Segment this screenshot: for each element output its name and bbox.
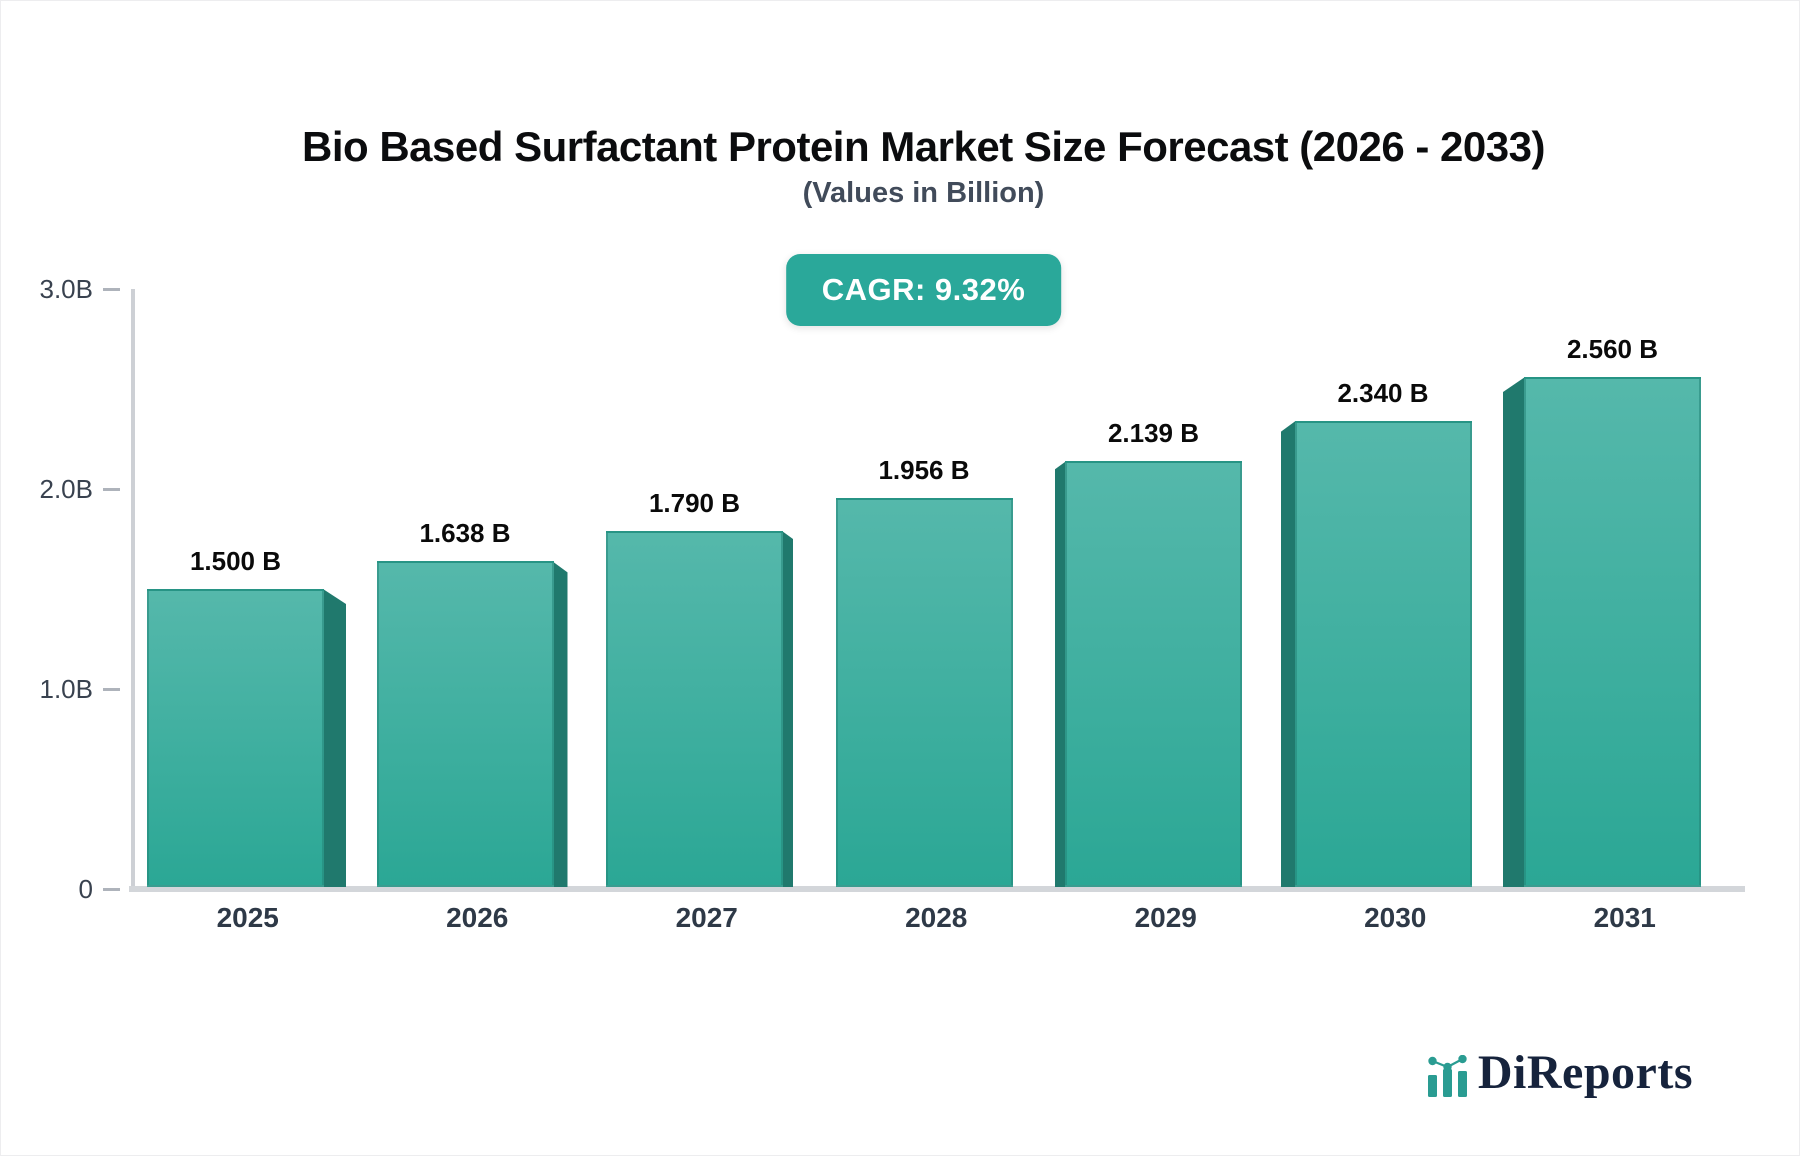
bar-2029	[1065, 461, 1242, 887]
cagr-badge: CAGR: 9.32%	[785, 254, 1062, 326]
direports-logo-icon	[1427, 1055, 1467, 1097]
bar-value-label-2030: 2.340 B	[1337, 378, 1429, 408]
bar-3d-side	[1503, 377, 1525, 887]
chart-title: Bio Based Surfactant Protein Market Size…	[302, 123, 1545, 170]
x-axis-label-2031: 2031	[1593, 902, 1656, 933]
chart-subtitle: (Values in Billion)	[802, 177, 1045, 209]
bar-2031	[1524, 377, 1701, 887]
bar-value-label-2028: 1.956 B	[878, 454, 970, 485]
direports-logo: DiReports	[1427, 1049, 1693, 1097]
bar-value-label-2026: 1.638 B	[419, 518, 511, 549]
y-tick-mark	[103, 687, 120, 691]
x-axis-label-2028: 2028	[905, 902, 968, 933]
y-tick-mark	[103, 287, 120, 291]
bar-value-label-2029: 2.139 B	[1107, 418, 1200, 449]
bar-3d-side	[552, 561, 568, 887]
bar-2028	[835, 497, 1013, 887]
y-tick-label: 1.0B	[39, 674, 94, 704]
bar-3d-side	[1055, 461, 1066, 887]
y-tick-mark	[103, 887, 120, 891]
x-axis-label-2030: 2030	[1364, 902, 1427, 933]
x-axis-label-2027: 2027	[675, 902, 738, 933]
y-axis-line	[131, 289, 135, 889]
y-tick-mark	[103, 487, 120, 491]
bar-3d-side	[323, 589, 346, 887]
direports-logo-text: DiReports	[1477, 1046, 1693, 1099]
bar-3d-side	[782, 531, 793, 887]
x-axis-line	[129, 886, 1745, 892]
x-axis-label-2029: 2029	[1134, 902, 1197, 933]
y-tick-label: 0	[78, 874, 93, 904]
bar-2025	[147, 589, 324, 887]
bar-2026	[376, 561, 554, 887]
x-axis-label-2025: 2025	[216, 902, 279, 933]
bar-2030	[1294, 421, 1472, 887]
y-tick-label: 2.0B	[39, 474, 94, 504]
bar-value-label-2031: 2.560 B	[1566, 334, 1659, 364]
x-axis-label-2026: 2026	[446, 902, 509, 933]
y-tick-label: 3.0B	[39, 274, 94, 304]
bar-value-label-2027: 1.790 B	[648, 488, 741, 518]
bar-value-label-2025: 1.500 B	[189, 546, 282, 576]
bar-2027	[606, 531, 783, 887]
bar-3d-side	[1280, 421, 1296, 887]
